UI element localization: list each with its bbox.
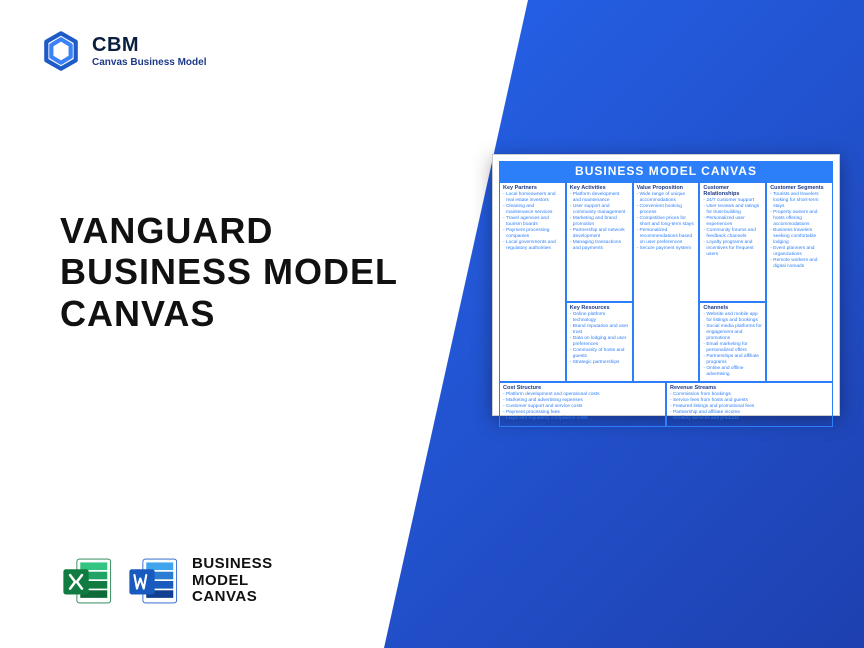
list-item: Platform development and maintenance (570, 192, 629, 204)
list-item: Community forums and feedback channels (703, 228, 762, 240)
list-item: Secure payment system (637, 246, 696, 252)
cell-title: Key Partners (503, 185, 562, 191)
cell-title: Revenue Streams (670, 385, 829, 391)
list-item: Personalized user experiences (703, 216, 762, 228)
cell-title: Key Activities (570, 185, 629, 191)
list-item: Property owners and hosts offering accom… (770, 210, 829, 228)
bottom-label-line: MODEL (192, 573, 273, 590)
list-item: Ancillary services and products (670, 416, 829, 422)
list-item: Payment processing companies (503, 228, 562, 240)
bottom-label-line: CANVAS (192, 589, 273, 606)
bottom-label-line: BUSINESS (192, 556, 273, 573)
cell-title: Channels (703, 305, 762, 311)
list-item: Legal and regulatory compliance costs (503, 416, 662, 422)
list-item: Community of hosts and guests (570, 348, 629, 360)
list-item: Data on lodging and user preferences (570, 336, 629, 348)
canvas-grid: Key Partners Local homeowners and real e… (499, 181, 833, 427)
list-item: Partnership and network development (570, 228, 629, 240)
cell-key-resources: Key Resources Online platform technology… (566, 302, 633, 382)
cell-title: Customer Relationships (703, 185, 762, 197)
list-item: Strategic partnerships (570, 360, 629, 366)
list-item: Personalized recommendations based on us… (637, 228, 696, 246)
bottom-label: BUSINESS MODEL CANVAS (192, 556, 273, 606)
title-line: VANGUARD (60, 210, 398, 251)
logo-title: CBM (92, 34, 206, 57)
list-item: Local governments and regulatory authori… (503, 240, 562, 252)
list-item: Cleaning and maintenance services (503, 204, 562, 216)
bottom-file-icons: BUSINESS MODEL CANVAS (60, 554, 273, 608)
logo-subtitle: Canvas Business Model (92, 57, 206, 68)
word-icon (126, 554, 180, 608)
list-item: Event planners and organizations (770, 246, 829, 258)
excel-icon (60, 554, 114, 608)
list-item: Convenient booking process (637, 204, 696, 216)
list-item: Website and mobile app for listings and … (703, 312, 762, 324)
title-line: BUSINESS MODEL (60, 251, 398, 292)
logo: CBM Canvas Business Model (40, 30, 206, 72)
cell-revenue-streams: Revenue Streams Commission from bookings… (666, 382, 833, 427)
cell-key-partners: Key Partners Local homeowners and real e… (499, 182, 566, 382)
cell-value-proposition: Value Proposition Wide range of unique a… (633, 182, 700, 382)
list-item: Business travelers seeking comfortable l… (770, 228, 829, 246)
cell-customer-segments: Customer Segments Tourists and travelers… (766, 182, 833, 382)
list-item: User reviews and ratings for trust-build… (703, 204, 762, 216)
title-line: CANVAS (60, 293, 398, 334)
logo-icon (40, 30, 82, 72)
main-title: VANGUARD BUSINESS MODEL CANVAS (60, 210, 398, 334)
list-item: Remote workers and digital nomads (770, 258, 829, 270)
list-item: Loyalty programs and incentives for freq… (703, 240, 762, 258)
list-item: User support and community management (570, 204, 629, 216)
cell-title: Value Proposition (637, 185, 696, 191)
list-item: Competitive prices for short and long-te… (637, 216, 696, 228)
cell-title: Customer Segments (770, 185, 829, 191)
list-item: Local homeowners and real estate investo… (503, 192, 562, 204)
list-item: Email marketing for personalized offers (703, 342, 762, 354)
cell-cost-structure: Cost Structure Platform development and … (499, 382, 666, 427)
cell-title: Key Resources (570, 305, 629, 311)
list-item: Managing transactions and payments (570, 240, 629, 252)
list-item: Travel agencies and tourism boards (503, 216, 562, 228)
cell-customer-relationships: Customer Relationships 24/7 customer sup… (699, 182, 766, 302)
list-item: Online platform technology (570, 312, 629, 324)
cell-key-activities: Key Activities Platform development and … (566, 182, 633, 302)
list-item: Social media platforms for engagement an… (703, 324, 762, 342)
list-item: Brand reputation and user trust (570, 324, 629, 336)
preview-title: BUSINESS MODEL CANVAS (499, 161, 833, 181)
cell-channels: Channels Website and mobile app for list… (699, 302, 766, 382)
list-item: Marketing and brand promotion (570, 216, 629, 228)
list-item: Wide range of unique accommodations (637, 192, 696, 204)
list-item: Partnerships and affiliate programs (703, 354, 762, 366)
canvas-preview: BUSINESS MODEL CANVAS Key Partners Local… (492, 154, 840, 416)
list-item: Tourists and travelers looking for short… (770, 192, 829, 210)
cell-title: Cost Structure (503, 385, 662, 391)
list-item: Online and offline advertising (703, 366, 762, 378)
